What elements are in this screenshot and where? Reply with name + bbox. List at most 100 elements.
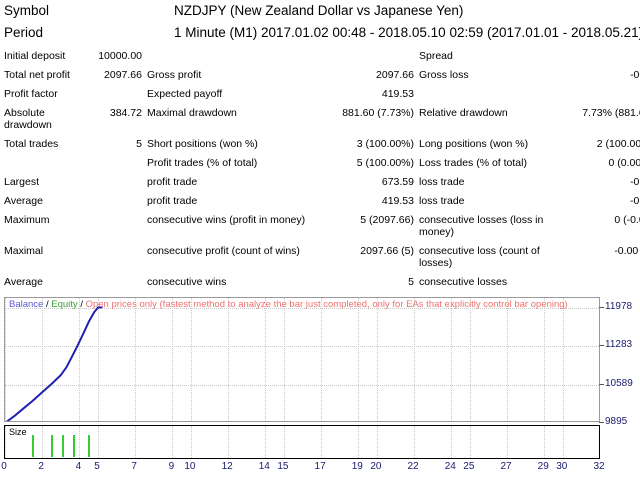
gridline-vertical (228, 298, 230, 421)
stats-row: Initial deposit 10000.00 Spread 2 (0, 47, 640, 66)
gridline-vertical (135, 426, 137, 458)
trade-index-label: 9 (168, 461, 175, 472)
stats-cell-c1: Total trades (4, 138, 59, 150)
gridline-vertical (562, 426, 564, 458)
stats-cell-c3: profit trade (147, 176, 198, 188)
trade-index-label: 27 (500, 461, 512, 472)
stats-cell-c2 (82, 173, 147, 192)
stats-cell-c4: 2097.66 (5) (360, 245, 414, 257)
gridline-vertical (190, 298, 192, 421)
stats-cell-c3: Maximal drawdown (147, 107, 237, 119)
stats-cell-c4: 419.53 (381, 88, 414, 100)
gridline-vertical (451, 298, 453, 421)
price-tick-label: 11283 (605, 339, 633, 351)
stats-cell-c6: 0 (569, 273, 640, 292)
stats-cell-c3 (147, 47, 332, 66)
stats-cell-c2 (82, 192, 147, 211)
stats-row: Total trades 5 Short positions (won %) 3 (1… (0, 135, 640, 154)
header-row-symbol: Symbol NZDJPY (New Zealand Dollar vs Jap… (0, 0, 640, 22)
trade-index-label: 20 (370, 461, 382, 472)
stats-cell-c1: Largest (4, 176, 40, 188)
gridline-vertical (5, 298, 6, 421)
gridline-vertical (172, 298, 174, 421)
legend-balance: Balance (9, 299, 44, 310)
trade-index-label: 10 (184, 461, 196, 472)
gridline-vertical (507, 298, 509, 421)
period-label: Period (4, 25, 44, 40)
stats-cell-c5: loss trade (419, 195, 465, 207)
trade-index-label: 7 (131, 461, 137, 472)
trade-index-axis: 0 2 4 5 7 9 10 12 14 15 17 19 20 22 24 25 27 29 30 32 (1, 460, 636, 475)
stats-cell-c1: Initial deposit (4, 50, 66, 62)
stats-row: Absolute drawdown 384.72 Maximal drawdown 8… (0, 104, 640, 135)
gridline-vertical (358, 426, 360, 458)
stats-row: Profit trades (% of total) 5 (100.00%) Los… (0, 154, 640, 173)
gridline-vertical (79, 426, 81, 458)
chart-right-spine (599, 297, 600, 422)
stats-cell-c2 (82, 273, 147, 292)
stats-cell-c4: 5 (408, 276, 414, 288)
gridline-vertical (469, 426, 471, 458)
gridline-vertical (97, 426, 99, 458)
trade-index-label: 12 (221, 461, 233, 472)
gridline-vertical (42, 298, 44, 421)
stats-row: Total net profit 2097.66 Gross profit 2097.… (0, 66, 640, 85)
gridline-horizontal (5, 384, 599, 386)
trade-index-label: 2 (38, 461, 44, 472)
legend-equity: Equity (51, 299, 78, 310)
stats-cell-c2: 2097.66 (104, 69, 142, 81)
price-tick-label: 11978 (605, 300, 633, 312)
stats-cell-c4: 881.60 (7.73%) (342, 107, 414, 119)
gridline-vertical (79, 298, 81, 421)
gridline-vertical (321, 298, 323, 421)
stats-row: Average consecutive wins 5 consecutive loss… (0, 273, 640, 292)
legend-separator-1: / (45, 299, 49, 310)
trade-index-label: 24 (444, 461, 456, 472)
stats-cell-c6: 2 (569, 47, 640, 66)
price-axis: 11978 11283 10589 9895 (599, 297, 636, 442)
trade-index-label: 19 (351, 461, 363, 472)
trade-index-label: 25 (463, 461, 475, 472)
backtest-chart: Balance / Equity / Open prices only (fas… (1, 297, 636, 475)
gridline-vertical (321, 426, 323, 458)
stats-cell-c1 (0, 154, 82, 173)
trade-index-label: 32 (593, 461, 605, 472)
stats-cell-c3: consecutive wins (profit in money) (147, 214, 306, 226)
stats-cell-c5: loss trade (419, 176, 465, 188)
stats-cell-c4 (332, 47, 419, 66)
stats-cell-c1: Total net profit (4, 69, 70, 81)
size-panel-right-spine (599, 425, 600, 459)
gridline-vertical (190, 426, 192, 458)
size-bar (31, 435, 34, 457)
gridline-vertical (414, 426, 416, 458)
stats-cell-c2: 10000.00 (98, 50, 142, 62)
gridline-vertical (414, 298, 416, 421)
stats-cell-c5 (419, 85, 569, 104)
stats-row: Average profit trade 419.53 loss trade -0.00 (0, 192, 640, 211)
gridline-vertical (5, 426, 6, 458)
stats-cell-c4: 3 (100.00%) (356, 138, 414, 150)
stats-cell-c3: Short positions (won %) (147, 138, 258, 150)
stats-row: Maximal consecutive profit (count of wins… (0, 242, 640, 273)
period-value: 1 Minute (M1) 2017.01.02 00:48 - 2018.05… (174, 25, 640, 40)
balance-curve (6, 306, 103, 421)
report-header-table: Symbol NZDJPY (New Zealand Dollar vs Jap… (0, 0, 640, 44)
stats-cell-c5: Loss trades (% of total) (419, 157, 527, 169)
stats-cell-c3: profit trade (147, 195, 198, 207)
price-tick-mark (599, 306, 604, 308)
stats-cell-c6: -0.00 (630, 69, 640, 81)
stats-row: Profit factor Expected payoff 419.53 (0, 85, 640, 104)
trade-index-label: 14 (258, 461, 270, 472)
stats-cell-c5: Relative drawdown (419, 107, 508, 119)
stats-cell-c6: 0 (0.00%) (608, 157, 640, 169)
gridline-vertical (265, 426, 267, 458)
trade-index-label: 15 (277, 461, 289, 472)
size-bar (72, 435, 75, 457)
stats-cell-c1: Average (4, 195, 43, 207)
price-tick-label: 9895 (605, 416, 628, 427)
gridline-vertical (283, 298, 285, 421)
price-tick-label: 10589 (605, 377, 633, 389)
stats-cell-c6: 7.73% (881.60) (582, 107, 640, 119)
stats-cell-c4: 673.59 (381, 176, 414, 188)
trade-index-label: 29 (537, 461, 549, 472)
